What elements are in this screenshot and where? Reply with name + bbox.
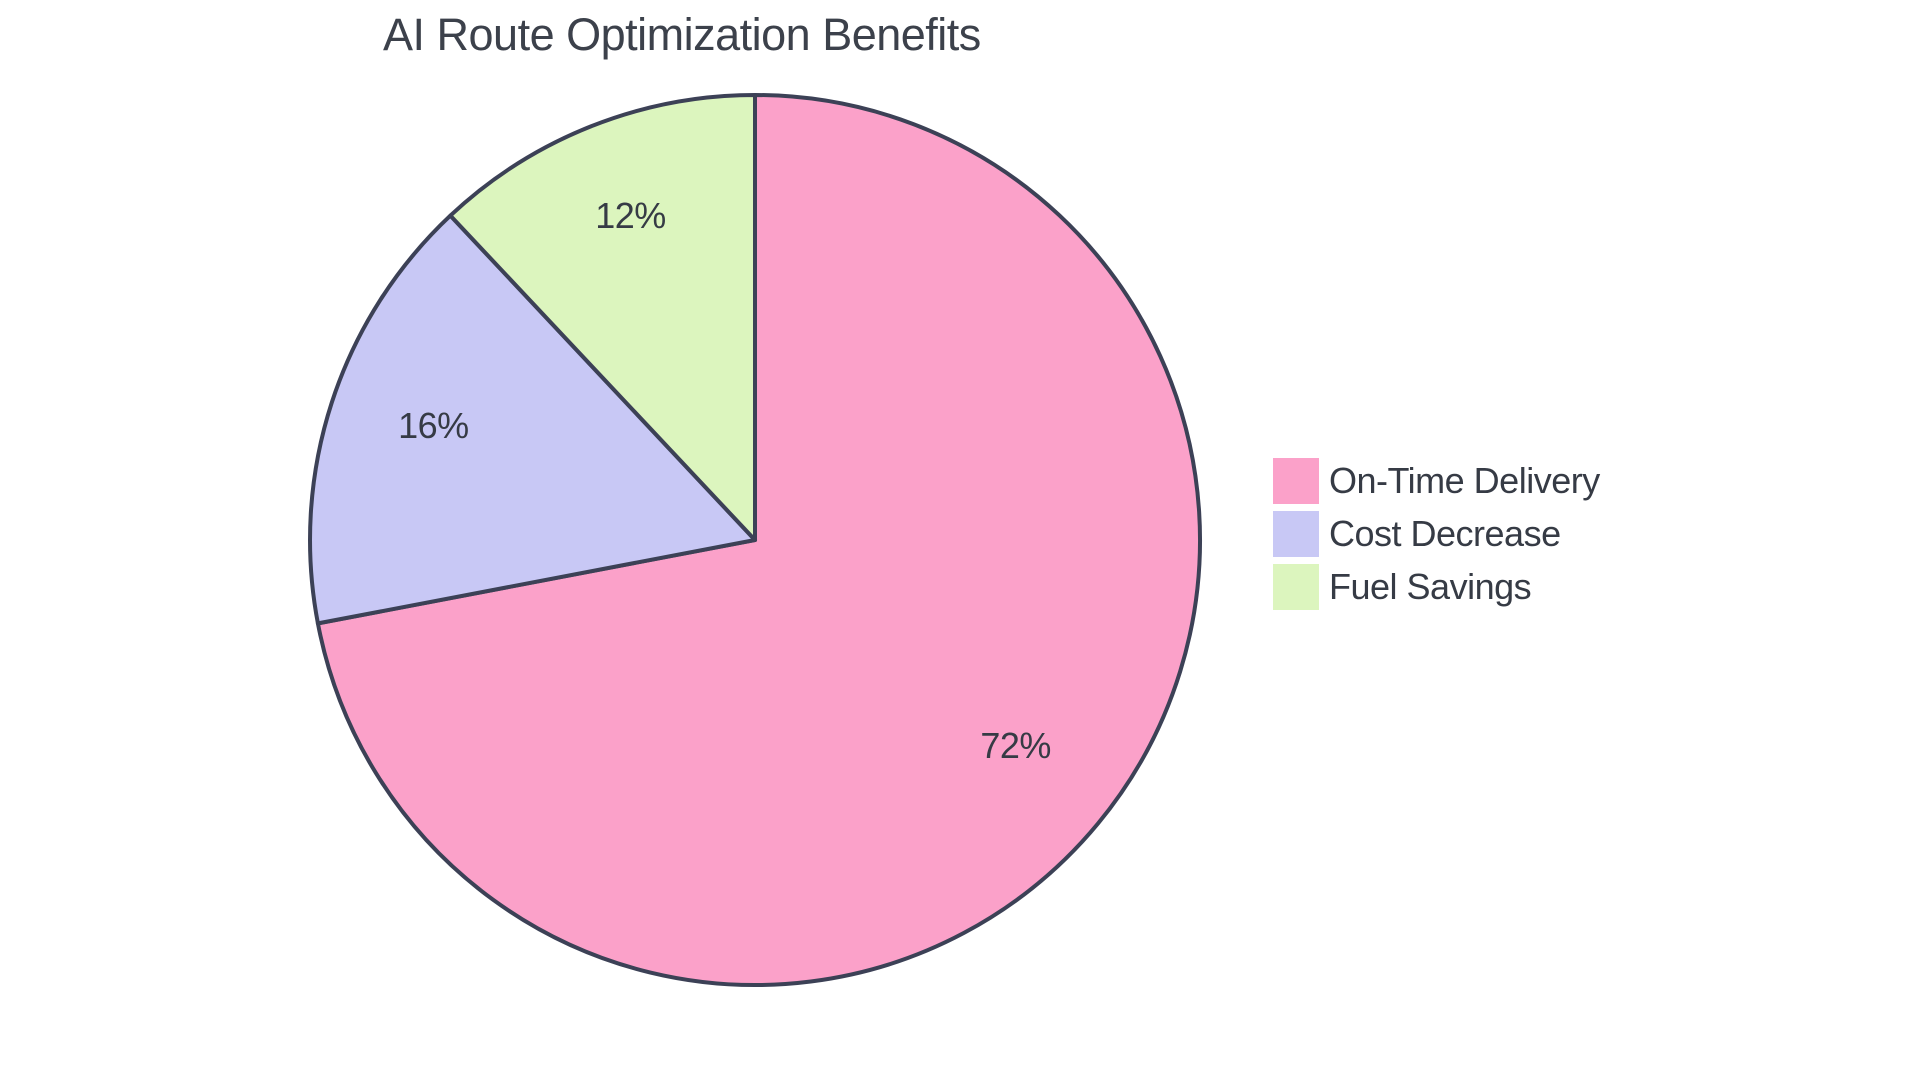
legend-label: Cost Decrease	[1329, 513, 1561, 554]
legend-item[interactable]: On-Time Delivery	[1273, 458, 1600, 504]
pie-slice-fuel-savings[interactable]	[448, 93, 757, 542]
legend-swatch	[1273, 564, 1319, 610]
legend-swatch	[1273, 511, 1319, 557]
pie-slice-value-label: 16%	[398, 405, 469, 446]
legend-item[interactable]: Fuel Savings	[1273, 564, 1600, 610]
legend-swatch	[1273, 458, 1319, 504]
pie-slice-value-label: 12%	[595, 195, 666, 236]
pie-slice-on-time-delivery[interactable]	[315, 93, 1203, 987]
legend-item[interactable]: Cost Decrease	[1273, 511, 1600, 557]
chart-title: AI Route Optimization Benefits	[383, 9, 981, 60]
pie-slice-cost-decrease[interactable]	[308, 213, 757, 626]
legend: On-Time Delivery Cost Decrease Fuel Savi…	[1273, 458, 1600, 610]
pie-slice-value-label: 72%	[980, 725, 1051, 766]
legend-label: On-Time Delivery	[1329, 460, 1600, 501]
legend-label: Fuel Savings	[1329, 566, 1532, 607]
